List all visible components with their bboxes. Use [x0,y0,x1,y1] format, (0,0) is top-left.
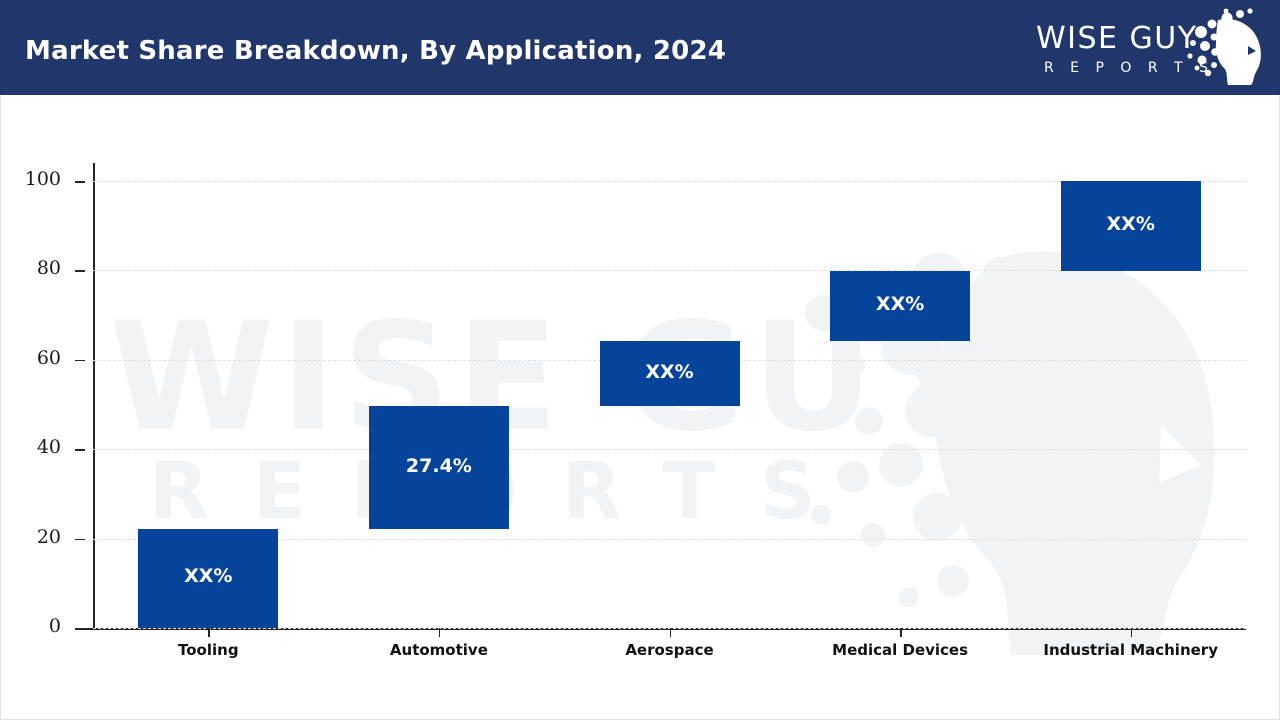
bar-aerospace[interactable]: XX% [599,341,740,407]
y-axis-tick-label: 0 [48,615,61,637]
bar-value-label: 27.4% [405,454,472,477]
bar-value-label: XX% [184,565,233,588]
x-axis-category-label: Aerospace [625,641,714,659]
y-axis-tick-label: 80 [36,257,61,280]
bar-automotive[interactable]: 27.4% [368,406,509,529]
bar-value-label: XX% [645,360,694,383]
x-axis-category-label: Tooling [178,641,239,659]
svg-text:R E P O R T S: R E P O R T S [1044,60,1214,76]
x-axis-tick [669,628,672,637]
x-axis-category-label: Automotive [389,641,488,659]
y-axis-tick-label: 40 [36,436,61,459]
y-axis-tick-label: 100 [24,168,61,190]
page-header: Market Share Breakdown, By Application, … [0,0,1280,95]
y-axis-tick-label: 20 [36,525,61,548]
x-axis-tick [438,628,441,637]
bar-medical-devices[interactable]: XX% [830,271,971,341]
bar-tooling[interactable]: XX% [138,528,279,628]
x-axis-tick [1130,628,1133,637]
y-axis-tick [75,270,85,272]
bar-industrial-machinery[interactable]: XX% [1060,181,1201,272]
y-axis-tick [75,359,85,362]
wise-guy-reports-logo: WISE GUY R E P O R T S [1022,6,1272,90]
y-axis-tick [75,181,85,183]
svg-text:WISE GUY: WISE GUY [1036,21,1198,56]
bar-value-label: XX% [875,293,925,316]
gridline [93,538,1246,540]
gridline [93,449,1246,451]
gridline [93,270,1246,272]
x-axis-category-label: Industrial Machinery [1043,641,1218,659]
gridline [93,181,1246,182]
y-axis-tick [75,538,85,541]
y-axis-line [93,163,95,630]
page-title: Market Share Breakdown, By Application, … [25,36,727,66]
y-axis-tick-label: 60 [36,346,61,369]
x-axis-tick [900,628,902,637]
x-axis-category-label: Medical Devices [832,641,969,659]
y-axis-tick [75,628,85,630]
x-axis-tick [208,628,210,637]
plot-area: 0 20 40 60 80 100 XX% 27.4% XX% XX% XX% Tooling Au… [1,95,1279,719]
bar-value-label: XX% [1106,213,1155,236]
y-axis-tick [75,449,85,451]
